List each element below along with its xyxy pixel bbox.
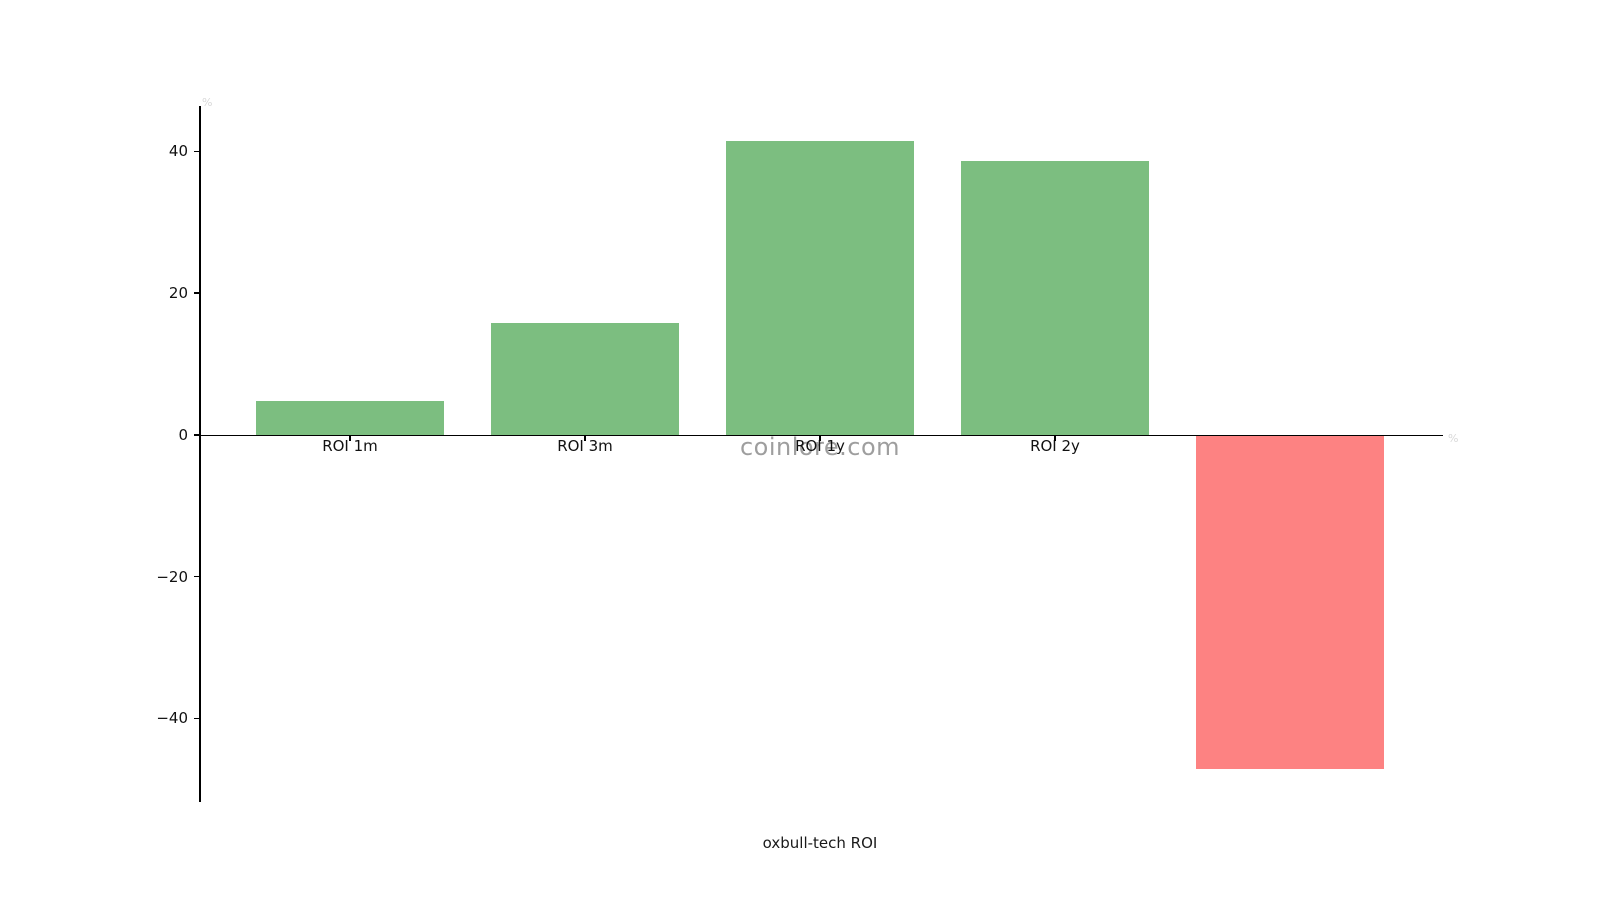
- y-tick-−20: [194, 575, 199, 578]
- y-tick-−40: [194, 717, 199, 719]
- x-tick-label-roi-1m: ROI 1m: [322, 436, 378, 455]
- y-tick-label-−20: −20: [156, 567, 188, 586]
- y-tick-label-20: 20: [168, 284, 188, 303]
- y-axis-faint-unit-mark: %: [202, 96, 213, 109]
- y-tick-label-0: 0: [178, 425, 188, 444]
- y-tick-label-−40: −40: [156, 709, 188, 728]
- x-tick-roi-1m: [349, 434, 351, 441]
- y-tick-0: [194, 434, 199, 436]
- y-tick-20: [194, 292, 199, 294]
- x-tick-roi-1y: [819, 434, 821, 441]
- x-axis-faint-unit-mark: %: [1448, 432, 1459, 445]
- chart-title: oxbull-tech ROI: [762, 834, 878, 852]
- bar-roi-1y: [726, 140, 914, 435]
- x-tick-label-roi-1y: ROI 1y: [795, 436, 845, 455]
- x-axis-zero-line: [199, 434, 1443, 436]
- bar-unlabeled: [1196, 434, 1384, 769]
- x-tick-roi-3m: [584, 434, 586, 441]
- bar-roi-3m: [491, 322, 679, 435]
- x-tick-label-roi-2y: ROI 2y: [1030, 436, 1080, 455]
- bar-roi-2y: [961, 160, 1149, 435]
- y-tick-label-40: 40: [168, 142, 188, 161]
- y-tick-40: [194, 150, 199, 152]
- bar-roi-1m: [256, 400, 444, 435]
- y-axis-line: [199, 106, 201, 802]
- x-tick-roi-2y: [1054, 434, 1056, 441]
- x-tick-label-roi-3m: ROI 3m: [557, 436, 613, 455]
